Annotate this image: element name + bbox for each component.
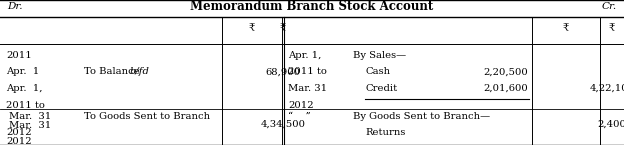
Text: 68,900: 68,900 bbox=[265, 67, 301, 76]
Text: To Goods Sent to Branch: To Goods Sent to Branch bbox=[84, 112, 210, 121]
Text: ₹: ₹ bbox=[609, 25, 615, 33]
Text: 2,20,500: 2,20,500 bbox=[484, 67, 529, 76]
Text: “    ”: “ ” bbox=[288, 112, 311, 121]
Text: By Sales—: By Sales— bbox=[353, 51, 406, 60]
Text: ₹: ₹ bbox=[248, 25, 255, 33]
Text: Apr.  1,: Apr. 1, bbox=[6, 84, 42, 93]
Text: Apr.  1: Apr. 1 bbox=[6, 67, 39, 76]
Text: 2,01,600: 2,01,600 bbox=[484, 84, 529, 93]
Text: Mar. 31: Mar. 31 bbox=[288, 84, 328, 93]
Text: 2012: 2012 bbox=[6, 128, 32, 137]
Text: Cash: Cash bbox=[365, 67, 390, 76]
Text: 2012: 2012 bbox=[6, 137, 32, 145]
Text: 2,400: 2,400 bbox=[598, 120, 624, 129]
Text: Mar.  31: Mar. 31 bbox=[9, 112, 52, 121]
Text: b/fd: b/fd bbox=[129, 67, 149, 76]
Text: Apr. 1,: Apr. 1, bbox=[288, 51, 321, 60]
Text: 4,22,100: 4,22,100 bbox=[590, 84, 624, 93]
Text: Memorandum Branch Stock Account: Memorandum Branch Stock Account bbox=[190, 0, 434, 13]
Text: Credit: Credit bbox=[365, 84, 397, 93]
Text: Returns: Returns bbox=[365, 128, 406, 137]
Text: Mar.  31: Mar. 31 bbox=[9, 121, 52, 130]
Text: ₹: ₹ bbox=[280, 25, 286, 33]
Text: 4,34,500: 4,34,500 bbox=[260, 120, 306, 129]
Text: Cr.: Cr. bbox=[602, 2, 617, 11]
Text: To Balance: To Balance bbox=[84, 67, 143, 76]
Text: 2011 to: 2011 to bbox=[6, 101, 45, 110]
Text: ₹: ₹ bbox=[563, 25, 569, 33]
Text: Dr.: Dr. bbox=[7, 2, 23, 11]
Text: 2012: 2012 bbox=[288, 101, 314, 110]
Text: By Goods Sent to Branch—: By Goods Sent to Branch— bbox=[353, 112, 490, 121]
Text: 2011: 2011 bbox=[6, 51, 32, 60]
Text: 2011 to: 2011 to bbox=[288, 67, 327, 76]
